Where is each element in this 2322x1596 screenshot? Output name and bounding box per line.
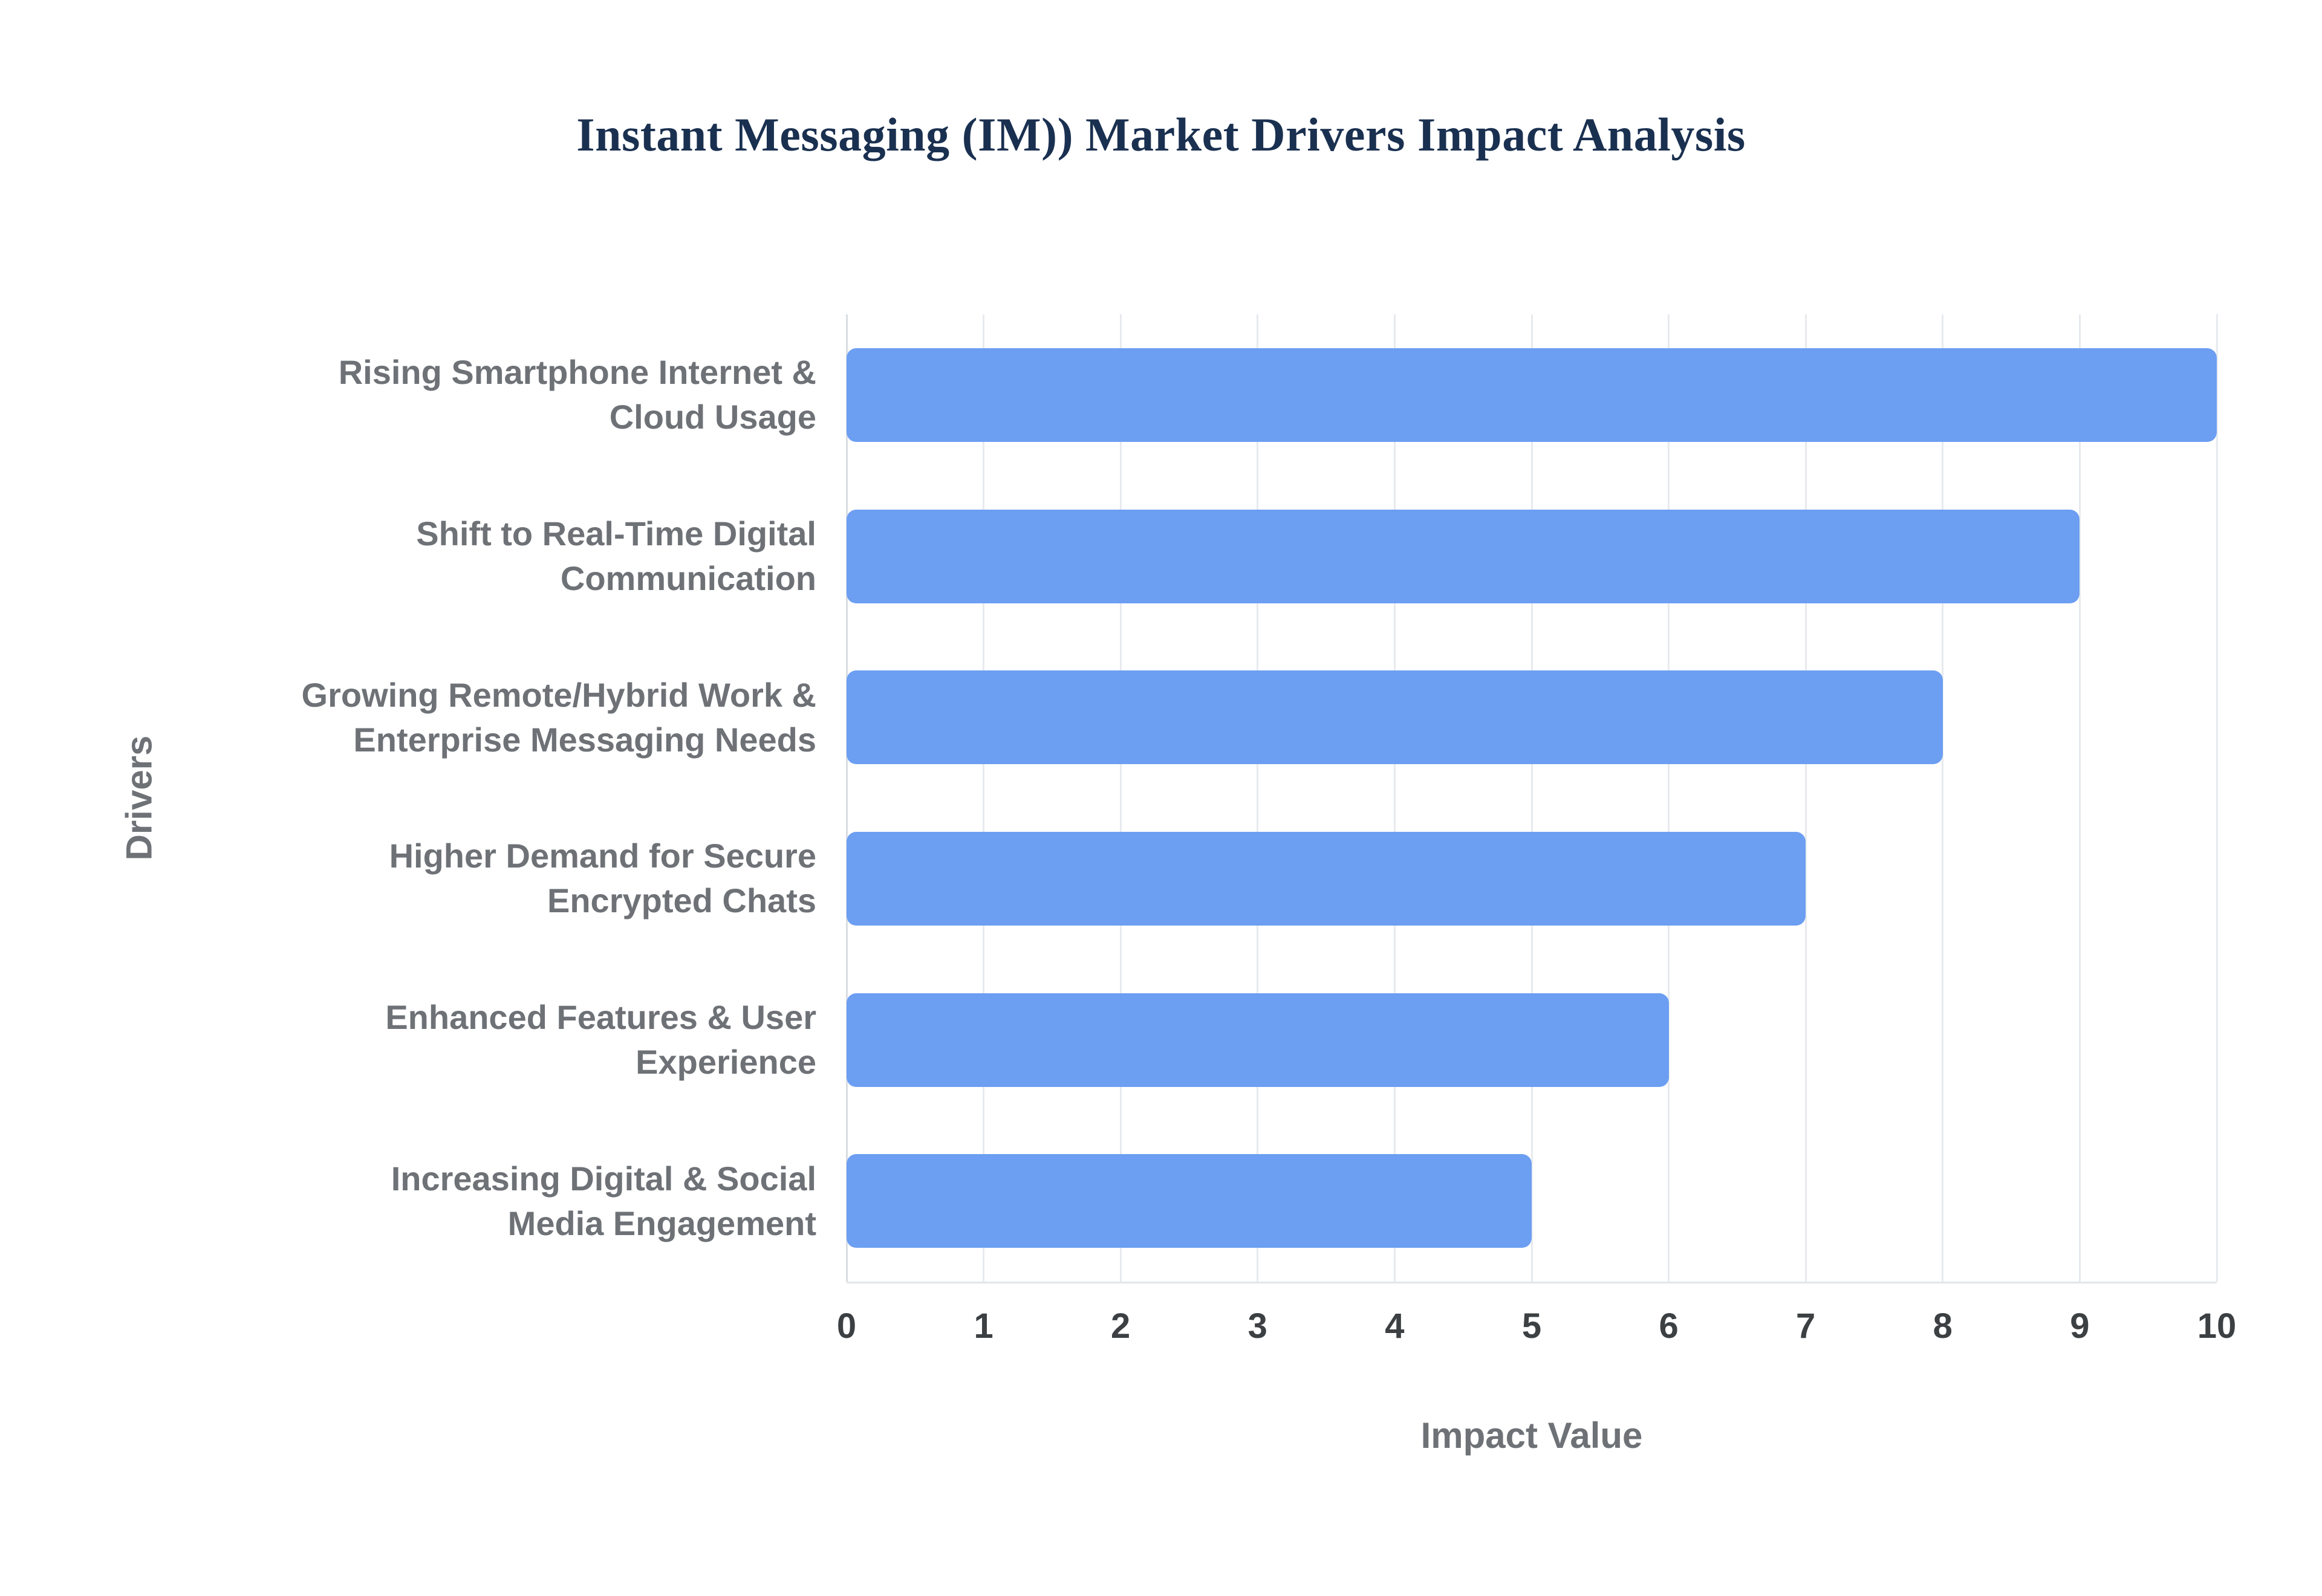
- bar: [847, 1154, 1532, 1248]
- bar: [847, 509, 2080, 603]
- bar-row: [847, 1154, 2217, 1248]
- x-tick-label: 4: [1385, 1306, 1405, 1346]
- gridline: [1257, 314, 1259, 1282]
- bar-row: [847, 509, 2217, 603]
- x-tick-label: 0: [836, 1306, 857, 1346]
- category-label: Shift to Real-Time Digital Communication: [416, 514, 816, 597]
- gridline: [1668, 314, 1670, 1282]
- category-label: Growing Remote/Hybrid Work & Enterprise …: [301, 675, 816, 759]
- chart-title: Instant Messaging (IM)) Market Drivers I…: [576, 108, 1746, 161]
- x-tick-label: 7: [1796, 1306, 1816, 1346]
- bar-row: [847, 831, 2217, 926]
- gridline: [1393, 314, 1396, 1282]
- x-tick-label: 2: [1111, 1306, 1131, 1346]
- gridline: [983, 314, 985, 1282]
- gridline: [2216, 314, 2218, 1282]
- gridline: [2078, 314, 2081, 1282]
- x-tick-label: 6: [1659, 1306, 1679, 1346]
- x-tick-label: 1: [974, 1306, 994, 1346]
- bar-row: [847, 348, 2217, 442]
- x-tick-label: 10: [2197, 1306, 2237, 1346]
- category-label: Rising Smartphone Internet & Cloud Usage: [338, 353, 816, 436]
- bar: [847, 993, 1669, 1087]
- x-tick-label: 9: [2070, 1306, 2090, 1346]
- bar: [847, 348, 2217, 442]
- bar-row: [847, 993, 2217, 1087]
- plot-area: [845, 314, 2218, 1283]
- gridline: [1530, 314, 1533, 1282]
- bar-row: [847, 670, 2217, 765]
- bar: [847, 670, 1943, 765]
- x-tick-label: 3: [1247, 1306, 1267, 1346]
- category-label: Increasing Digital & Social Media Engage…: [391, 1159, 816, 1242]
- gridline: [845, 314, 848, 1282]
- gridline: [1804, 314, 1807, 1282]
- y-axis-title: Drivers: [119, 735, 160, 861]
- gridline: [1119, 314, 1122, 1282]
- x-axis-title: Impact Value: [1420, 1415, 1643, 1456]
- x-tick-label: 5: [1521, 1306, 1542, 1346]
- category-label: Higher Demand for Secure Encrypted Chats: [389, 837, 816, 920]
- x-axis-tick-labels: 0 1 2 3 4 5 6 7 8 9 10: [0, 1306, 2322, 1360]
- x-tick-label: 8: [1933, 1306, 1953, 1346]
- gridline: [1942, 314, 1944, 1282]
- bar: [847, 831, 1806, 926]
- category-label: Enhanced Features & User Experience: [385, 998, 816, 1081]
